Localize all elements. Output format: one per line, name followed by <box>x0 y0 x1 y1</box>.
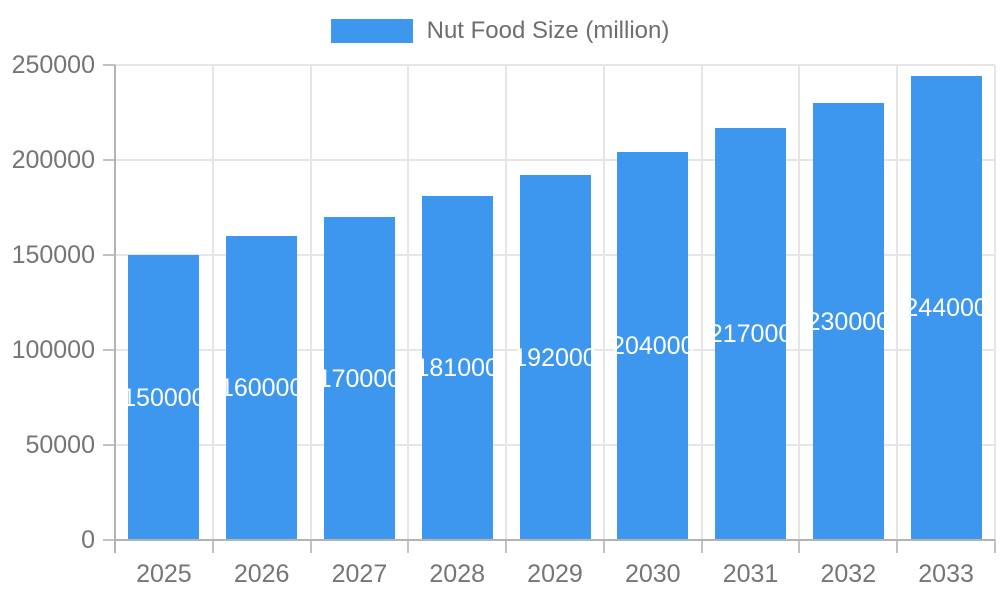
v-gridline <box>407 65 410 540</box>
legend-label[interactable]: Nut Food Size (million) <box>426 17 670 44</box>
legend-swatch[interactable] <box>330 19 413 43</box>
x-axis-tick <box>994 540 996 553</box>
v-gridline <box>896 65 899 540</box>
bar[interactable] <box>812 103 884 540</box>
x-axis-tick-label: 2026 <box>233 560 290 588</box>
bar[interactable] <box>617 152 689 540</box>
bar[interactable] <box>421 196 493 540</box>
bar[interactable] <box>519 175 591 540</box>
x-axis-tick-label: 2033 <box>918 560 974 588</box>
x-axis-tick-label: 2028 <box>429 560 486 588</box>
x-axis-tick <box>505 540 508 553</box>
y-axis-tick-label: 250000 <box>11 51 95 79</box>
bar[interactable] <box>128 255 200 540</box>
x-axis-tick-label: 2029 <box>527 560 583 588</box>
v-gridline <box>602 65 605 540</box>
h-gridline <box>115 64 995 66</box>
h-gridline <box>115 159 995 161</box>
x-axis-tick-label: 2030 <box>624 560 681 588</box>
bar[interactable] <box>323 217 395 540</box>
y-axis-tick <box>103 349 115 351</box>
y-axis-tick-label: 150000 <box>11 241 95 269</box>
v-gridline <box>798 65 801 540</box>
x-axis-tick <box>211 540 214 553</box>
y-axis-tick <box>103 64 115 66</box>
x-axis-line <box>115 539 995 541</box>
x-axis-tick <box>407 540 410 553</box>
x-axis-tick <box>602 540 605 553</box>
v-gridline <box>994 65 996 540</box>
x-axis-tick <box>700 540 703 553</box>
x-axis-tick-label: 2025 <box>136 560 192 588</box>
bar[interactable] <box>910 76 982 540</box>
x-axis-tick <box>896 540 899 553</box>
y-axis-line <box>114 65 116 553</box>
y-axis-tick-label: 0 <box>81 526 95 554</box>
v-gridline <box>700 65 703 540</box>
x-axis-tick-label: 2032 <box>820 560 877 588</box>
v-gridline <box>309 65 312 540</box>
y-axis-tick-label: 100000 <box>11 336 95 364</box>
x-axis-tick <box>309 540 312 553</box>
v-gridline <box>211 65 214 540</box>
legend: Nut Food Size (million) <box>0 14 1000 48</box>
y-axis-tick-label: 200000 <box>11 146 95 174</box>
bar[interactable] <box>715 127 787 540</box>
y-axis-tick <box>103 444 115 446</box>
x-axis-tick-label: 2027 <box>331 560 388 588</box>
x-axis-tick <box>798 540 801 553</box>
v-gridline <box>505 65 508 540</box>
bar[interactable] <box>226 236 298 540</box>
x-axis-tick-label: 2031 <box>722 560 779 588</box>
y-axis-tick <box>103 254 115 256</box>
y-axis-tick <box>103 159 115 161</box>
y-axis-tick-label: 50000 <box>25 431 95 459</box>
y-axis-tick <box>103 539 115 541</box>
